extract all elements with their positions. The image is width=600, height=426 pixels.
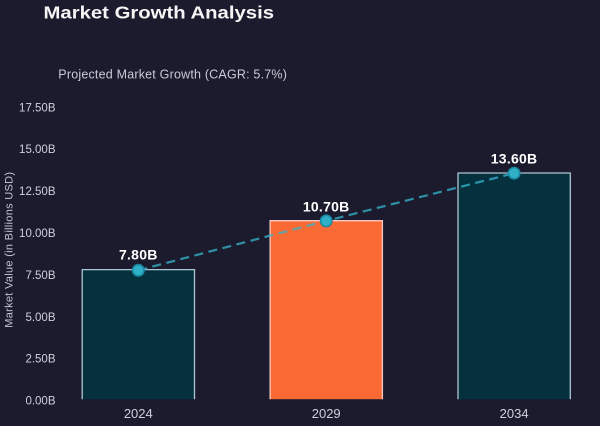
svg-text:Market Growth Analysis: Market Growth Analysis — [44, 3, 275, 23]
svg-text:2034: 2034 — [500, 406, 529, 421]
svg-text:12.50B: 12.50B — [19, 186, 56, 198]
svg-text:5.00B: 5.00B — [25, 312, 55, 324]
svg-text:17.50B: 17.50B — [19, 102, 56, 114]
svg-text:Market Value (in Billions USD): Market Value (in Billions USD) — [3, 172, 15, 328]
svg-text:2029: 2029 — [312, 406, 341, 421]
svg-text:Projected Market Growth (CAGR:: Projected Market Growth (CAGR: 5.7%) — [58, 68, 287, 82]
svg-text:7.50B: 7.50B — [25, 270, 55, 282]
svg-text:10.70B: 10.70B — [303, 199, 350, 215]
svg-text:7.80B: 7.80B — [119, 247, 158, 263]
svg-text:2024: 2024 — [124, 406, 153, 421]
svg-text:13.60B: 13.60B — [491, 150, 538, 166]
svg-text:0.00B: 0.00B — [25, 396, 55, 408]
svg-text:10.00B: 10.00B — [19, 228, 56, 240]
svg-text:2.50B: 2.50B — [25, 354, 55, 366]
svg-text:15.00B: 15.00B — [19, 144, 56, 156]
